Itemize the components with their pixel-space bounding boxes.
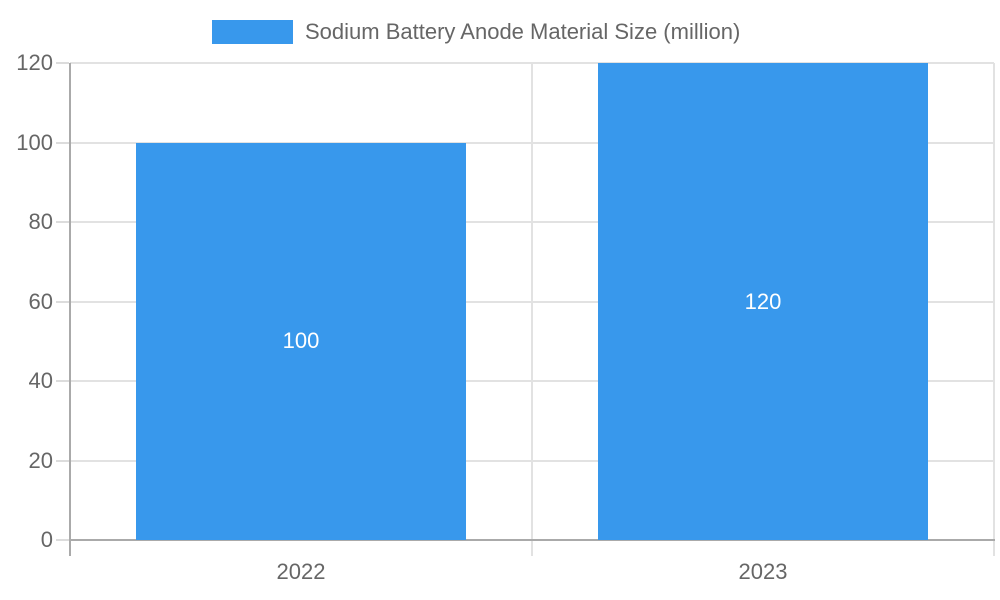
bar-value-label: 100 [282, 328, 320, 354]
y-axis-tick [56, 539, 69, 541]
x-axis-category-label: 2023 [738, 559, 788, 584]
legend-label: Sodium Battery Anode Material Size (mill… [305, 19, 741, 44]
category-boundary-gridline [993, 63, 995, 556]
bar-value-label: 120 [744, 288, 782, 314]
bar[interactable]: 100 [135, 142, 467, 540]
y-axis-tick [56, 300, 69, 303]
y-axis-tick [56, 380, 69, 383]
y-axis-tick-label: 40 [28, 368, 53, 394]
legend-swatch-icon [212, 20, 293, 44]
plot-area: 0 20 40 60 80 100 120 100 120 2022 2023 [16, 52, 995, 583]
y-axis-tick-label: 100 [16, 129, 53, 155]
legend[interactable]: Sodium Battery Anode Material Size (mill… [212, 19, 740, 45]
y-axis-tick-label: 0 [40, 527, 53, 552]
y-axis-line [69, 63, 71, 556]
y-axis-tick-label: 60 [28, 288, 53, 314]
y-axis-tick-label: 80 [28, 209, 53, 235]
category-boundary-gridline [531, 63, 533, 556]
y-axis-tick [56, 141, 69, 144]
y-axis-tick [56, 459, 69, 462]
x-axis-category-label: 2022 [276, 559, 326, 584]
bar[interactable]: 120 [597, 63, 929, 540]
y-axis-tick-label: 20 [28, 447, 53, 473]
y-axis-tick [56, 221, 69, 224]
x-axis-line [69, 539, 995, 541]
y-axis-tick-label: 120 [16, 50, 53, 75]
y-axis-tick [56, 62, 69, 64]
